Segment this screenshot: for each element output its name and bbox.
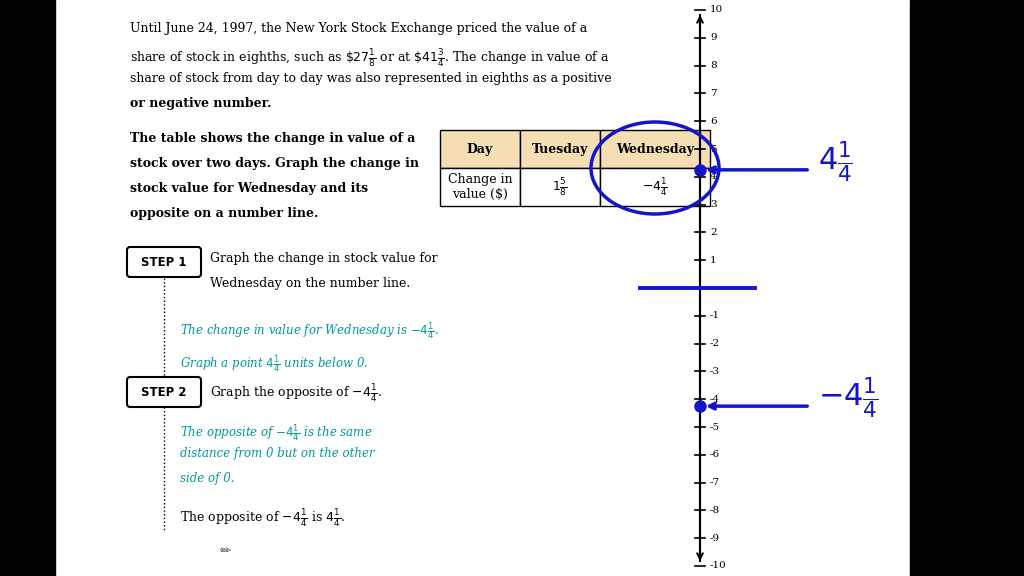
Text: 9: 9 [710,33,717,42]
Text: side of 0.: side of 0. [180,472,234,485]
Text: -3: -3 [710,367,720,376]
Text: share of stock from day to day was also represented in eighths as a positive: share of stock from day to day was also … [130,72,611,85]
Text: -5: -5 [710,423,720,431]
Text: 6: 6 [710,117,717,126]
Bar [910,0,1024,576]
FancyBboxPatch shape [127,247,201,277]
Text: Wednesday on the number line.: Wednesday on the number line. [210,277,411,290]
Text: share of stock in eighths, such as $\$27\frac{1}{8}$ or at $\$41\frac{3}{4}$. Th: share of stock in eighths, such as $\$27… [130,47,609,69]
Text: -2: -2 [710,339,720,348]
Text: STEP 1: STEP 1 [141,256,186,268]
Text: -7: -7 [710,478,720,487]
Text: -9: -9 [710,534,720,543]
Text: distance from 0 but on the other: distance from 0 but on the other [180,447,375,460]
Text: -6: -6 [710,450,720,459]
Text: Wednesday: Wednesday [616,142,694,156]
Text: $1\frac{5}{8}$: $1\frac{5}{8}$ [552,176,567,198]
Text: Day: Day [467,142,494,156]
Text: stock over two days. Graph the change in: stock over two days. Graph the change in [130,157,419,170]
Text: -8: -8 [710,506,720,515]
Bar [600,130,710,168]
Text: 8: 8 [710,61,717,70]
FancyBboxPatch shape [127,377,201,407]
Text: 7: 7 [710,89,717,98]
Text: The table shows the change in value of a: The table shows the change in value of a [130,132,416,145]
Bar [440,130,520,168]
Text: Tuesday: Tuesday [531,142,588,156]
Text: ✏: ✏ [220,544,231,558]
Text: -10: -10 [710,562,727,570]
Text: 10: 10 [710,6,723,14]
Text: Graph the opposite of $-4\frac{1}{4}$.: Graph the opposite of $-4\frac{1}{4}$. [210,382,382,404]
Text: 3: 3 [710,200,717,209]
Text: 4: 4 [710,172,717,181]
Text: opposite on a number line.: opposite on a number line. [130,207,318,220]
Text: -4: -4 [710,395,720,404]
Text: 2: 2 [710,228,717,237]
Text: Until June 24, 1997, the New York Stock Exchange priced the value of a: Until June 24, 1997, the New York Stock … [130,22,587,35]
Text: The opposite of $-4\frac{1}{4}$ is the same: The opposite of $-4\frac{1}{4}$ is the s… [180,422,373,444]
Text: 1: 1 [710,256,717,265]
Bar [520,130,600,168]
Text: Change in
value ($): Change in value ($) [447,173,512,201]
Text: $-4\frac{1}{4}$: $-4\frac{1}{4}$ [642,176,668,198]
Bar [0,0,55,576]
Text: The change in value for Wednesday is $-4\frac{1}{4}$.: The change in value for Wednesday is $-4… [180,320,438,342]
Text: stock value for Wednesday and its: stock value for Wednesday and its [130,182,368,195]
Text: Graph a point $4\frac{1}{4}$ units below 0.: Graph a point $4\frac{1}{4}$ units below… [180,353,369,375]
Text: 5: 5 [710,145,717,153]
Text: STEP 2: STEP 2 [141,385,186,399]
Text: $-4\frac{1}{4}$: $-4\frac{1}{4}$ [818,376,879,421]
Bar [440,168,520,206]
Bar [600,168,710,206]
Text: or negative number.: or negative number. [130,97,271,110]
Text: The opposite of $-4\frac{1}{4}$ is $4\frac{1}{4}$.: The opposite of $-4\frac{1}{4}$ is $4\fr… [180,507,345,529]
Bar [520,168,600,206]
Text: -1: -1 [710,311,720,320]
Text: $4\frac{1}{4}$: $4\frac{1}{4}$ [818,139,853,185]
Text: Graph the change in stock value for: Graph the change in stock value for [210,252,437,265]
